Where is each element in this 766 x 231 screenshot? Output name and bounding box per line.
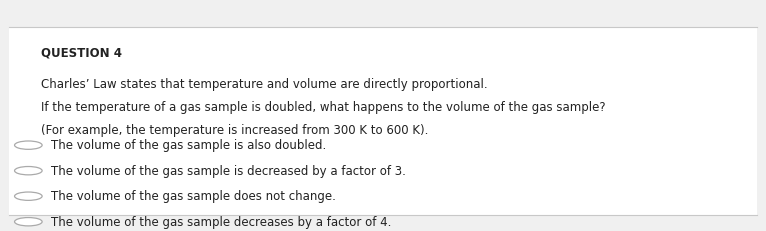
Text: The volume of the gas sample is also doubled.: The volume of the gas sample is also dou…: [51, 139, 326, 152]
Text: Charles’ Law states that temperature and volume are directly proportional.: Charles’ Law states that temperature and…: [41, 77, 487, 90]
Text: The volume of the gas sample decreases by a factor of 4.: The volume of the gas sample decreases b…: [51, 215, 391, 228]
Circle shape: [15, 141, 42, 150]
Text: The volume of the gas sample is decreased by a factor of 3.: The volume of the gas sample is decrease…: [51, 164, 406, 177]
Text: If the temperature of a gas sample is doubled, what happens to the volume of the: If the temperature of a gas sample is do…: [41, 100, 605, 113]
Text: (For example, the temperature is increased from 300 K to 600 K).: (For example, the temperature is increas…: [41, 124, 428, 137]
Circle shape: [15, 218, 42, 226]
Text: QUESTION 4: QUESTION 4: [41, 46, 122, 59]
Circle shape: [15, 167, 42, 175]
Text: The volume of the gas sample does not change.: The volume of the gas sample does not ch…: [51, 189, 336, 202]
Circle shape: [15, 192, 42, 201]
